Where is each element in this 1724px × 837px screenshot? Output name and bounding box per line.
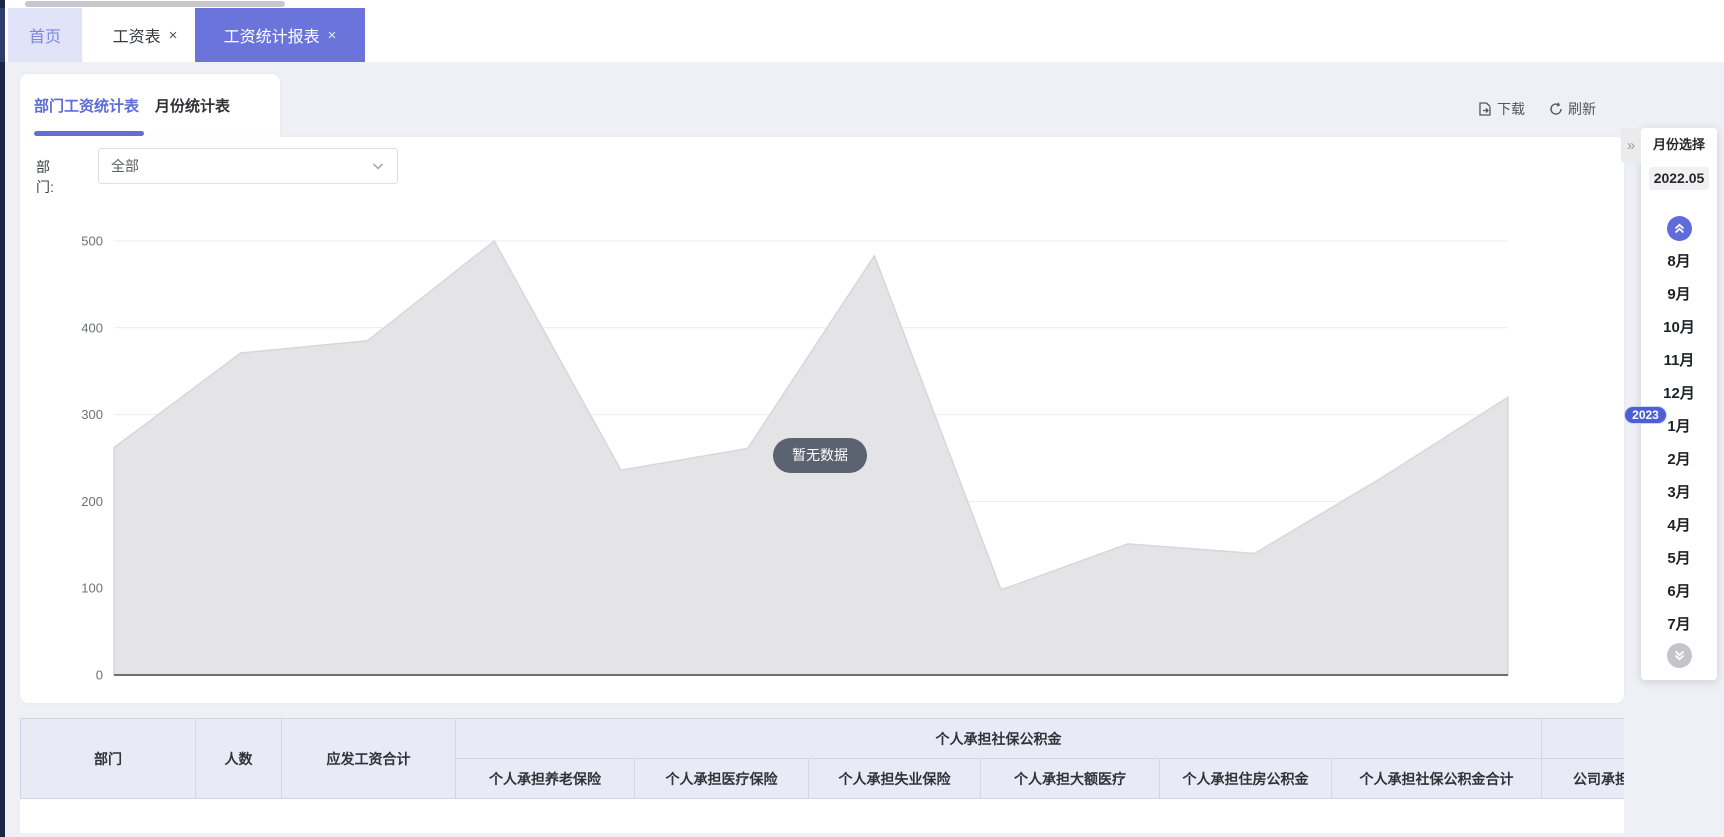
download-button[interactable]: 下载 (1478, 99, 1525, 119)
top-tab-label: 工资统计报表 (223, 29, 320, 46)
svg-text:300: 300 (81, 407, 103, 422)
table-header-cell: 人数 (195, 718, 282, 799)
month-item[interactable]: 1月 (1667, 418, 1691, 435)
month-item[interactable]: 7月 (1667, 616, 1691, 633)
top-scrollbar-thumb[interactable] (25, 1, 285, 7)
department-filter-label: 部门: (36, 159, 54, 195)
table-header-cell: 公司承担养老保险 (1541, 758, 1624, 799)
month-item[interactable]: 8月 (1667, 253, 1691, 270)
scroll-down-button[interactable] (1667, 643, 1692, 668)
svg-text:500: 500 (81, 234, 103, 249)
table-header-cell: 个人承担养老保险 (455, 758, 635, 799)
svg-text:0: 0 (96, 668, 103, 683)
svg-text:400: 400 (81, 320, 103, 335)
top-scrollbar-track (5, 0, 1724, 8)
double-chevron-right-icon: » (1626, 137, 1636, 154)
month-item[interactable]: 10月 (1663, 319, 1695, 336)
month-item[interactable]: 11月 (1663, 352, 1695, 369)
table-header-cell: 个人承担大额医疗 (980, 758, 1160, 799)
refresh-icon (1550, 102, 1562, 115)
svg-text:200: 200 (81, 494, 103, 509)
month-list: 8月 9月 10月 11月 12月 1月 2月 3月 4月 5月 6月 7月 (1641, 245, 1717, 641)
table-header-cell: 个人承担医疗保险 (634, 758, 809, 799)
double-chevron-up-icon (1674, 223, 1685, 234)
scroll-up-button[interactable] (1667, 216, 1692, 241)
month-item[interactable]: 9月 (1667, 286, 1691, 303)
salary-table-container: 部门 人数 应发工资合计 个人承担社保公积金 个人承担养老保险 个人承担医疗保险 个人承担失… (20, 718, 1624, 833)
month-item[interactable]: 3月 (1667, 484, 1691, 501)
month-item[interactable]: 6月 (1667, 583, 1691, 600)
active-tab-indicator (34, 131, 144, 136)
department-select[interactable]: 全部 (98, 148, 398, 184)
sidebar-strip-highlight (0, 8, 5, 62)
month-panel-title: 月份选择 (1652, 137, 1705, 152)
salary-table: 部门 人数 应发工资合计 个人承担社保公积金 个人承担养老保险 个人承担医疗保险 个人承担失… (20, 718, 1624, 833)
table-group-header-cell: 个人承担社保公积金 (455, 718, 1542, 759)
table-empty-body (20, 798, 1624, 833)
no-data-tooltip: 暂无数据 (773, 438, 867, 473)
month-item[interactable]: 5月 (1667, 550, 1691, 567)
top-tab-0[interactable]: 首页 (8, 8, 82, 62)
refresh-button[interactable]: 刷新 (1549, 99, 1596, 119)
table-header-cell: 个人承担住房公积金 (1159, 758, 1332, 799)
chart-card: 0 100 200 300 400 500 部门: 全部 暂无数据 (20, 137, 1624, 703)
table-header-cell: 应发工资合计 (281, 718, 456, 799)
tab-department-salary-stats[interactable]: 部门工资统计表 (34, 98, 140, 115)
table-group-header-cell (1541, 718, 1624, 759)
table-header-cell: 个人承担社保公积金合计 (1331, 758, 1542, 799)
collapse-panel-button[interactable]: » (1621, 128, 1641, 163)
download-icon (1479, 102, 1491, 116)
top-tab-2[interactable]: 工资统计报表 × (195, 8, 365, 62)
month-item[interactable]: 4月 (1667, 517, 1691, 534)
collapsed-sidebar-strip (0, 0, 5, 837)
month-item[interactable]: 2月 (1667, 451, 1691, 468)
selected-month-badge[interactable]: 2022.05 (1649, 167, 1709, 190)
chart-toolbar: 下载 刷新 (1478, 99, 1596, 119)
department-select-value: 全部 (111, 158, 139, 174)
subtab-header: 部门工资统计表 月份统计表 (20, 74, 280, 137)
year-badge: 2023 (1625, 407, 1666, 423)
tab-close-icon[interactable]: × (168, 26, 178, 44)
double-chevron-down-icon (1674, 650, 1685, 661)
tab-month-stats[interactable]: 月份统计表 (155, 98, 231, 115)
month-selector-panel: » 月份选择 2022.05 8月 9月 10月 11月 12月 1月 2月 3月 4月 5月 6月… (1621, 128, 1717, 680)
table-header-cell: 个人承担失业保险 (808, 758, 981, 799)
top-tab-label: 工资表 (112, 29, 161, 46)
svg-text:100: 100 (81, 581, 103, 596)
tab-close-icon[interactable]: × (327, 26, 337, 44)
table-header-cell: 部门 (20, 718, 196, 799)
top-tab-1[interactable]: 工资表 × (95, 8, 195, 62)
chevron-down-icon (372, 163, 384, 170)
top-tab-label: 首页 (28, 29, 61, 46)
month-item[interactable]: 12月 (1663, 385, 1695, 402)
salary-area-chart: 0 100 200 300 400 500 (81, 234, 1509, 683)
content-area: 部门工资统计表 月份统计表 下载 刷新 0 100 200 300 400 500 部门:… (5, 62, 1724, 837)
tab-bar: 首页 工资表 × 工资统计报表 × (5, 8, 1724, 62)
